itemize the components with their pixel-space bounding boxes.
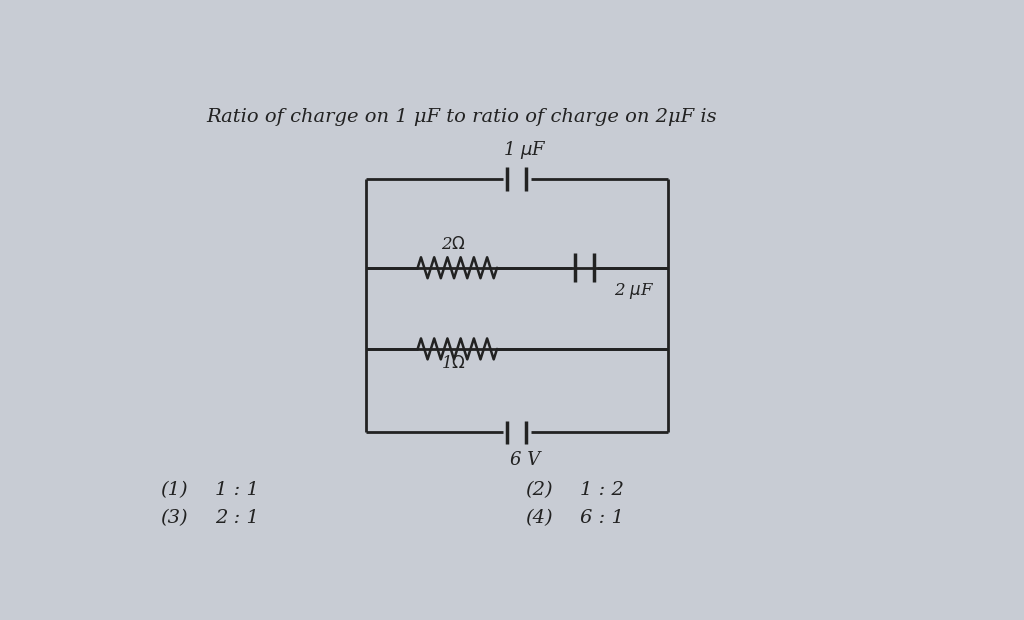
Text: 1 $\mu$F: 1 $\mu$F bbox=[503, 140, 547, 161]
Text: 2 $\mu$F: 2 $\mu$F bbox=[614, 281, 655, 301]
Text: 6 : 1: 6 : 1 bbox=[581, 510, 625, 528]
Text: (1): (1) bbox=[160, 480, 187, 498]
Text: 2 : 1: 2 : 1 bbox=[215, 510, 259, 528]
Text: Ratio of charge on 1 μF to ratio of charge on 2μF is: Ratio of charge on 1 μF to ratio of char… bbox=[206, 108, 717, 126]
Text: 6 V: 6 V bbox=[510, 451, 540, 469]
Text: 2$\Omega$: 2$\Omega$ bbox=[441, 236, 466, 254]
Text: (3): (3) bbox=[160, 510, 187, 528]
Text: 1 : 1: 1 : 1 bbox=[215, 480, 259, 498]
Text: 1 : 2: 1 : 2 bbox=[581, 480, 625, 498]
Text: 1$\Omega$: 1$\Omega$ bbox=[441, 355, 466, 371]
Text: (4): (4) bbox=[524, 510, 552, 528]
Text: (2): (2) bbox=[524, 480, 552, 498]
